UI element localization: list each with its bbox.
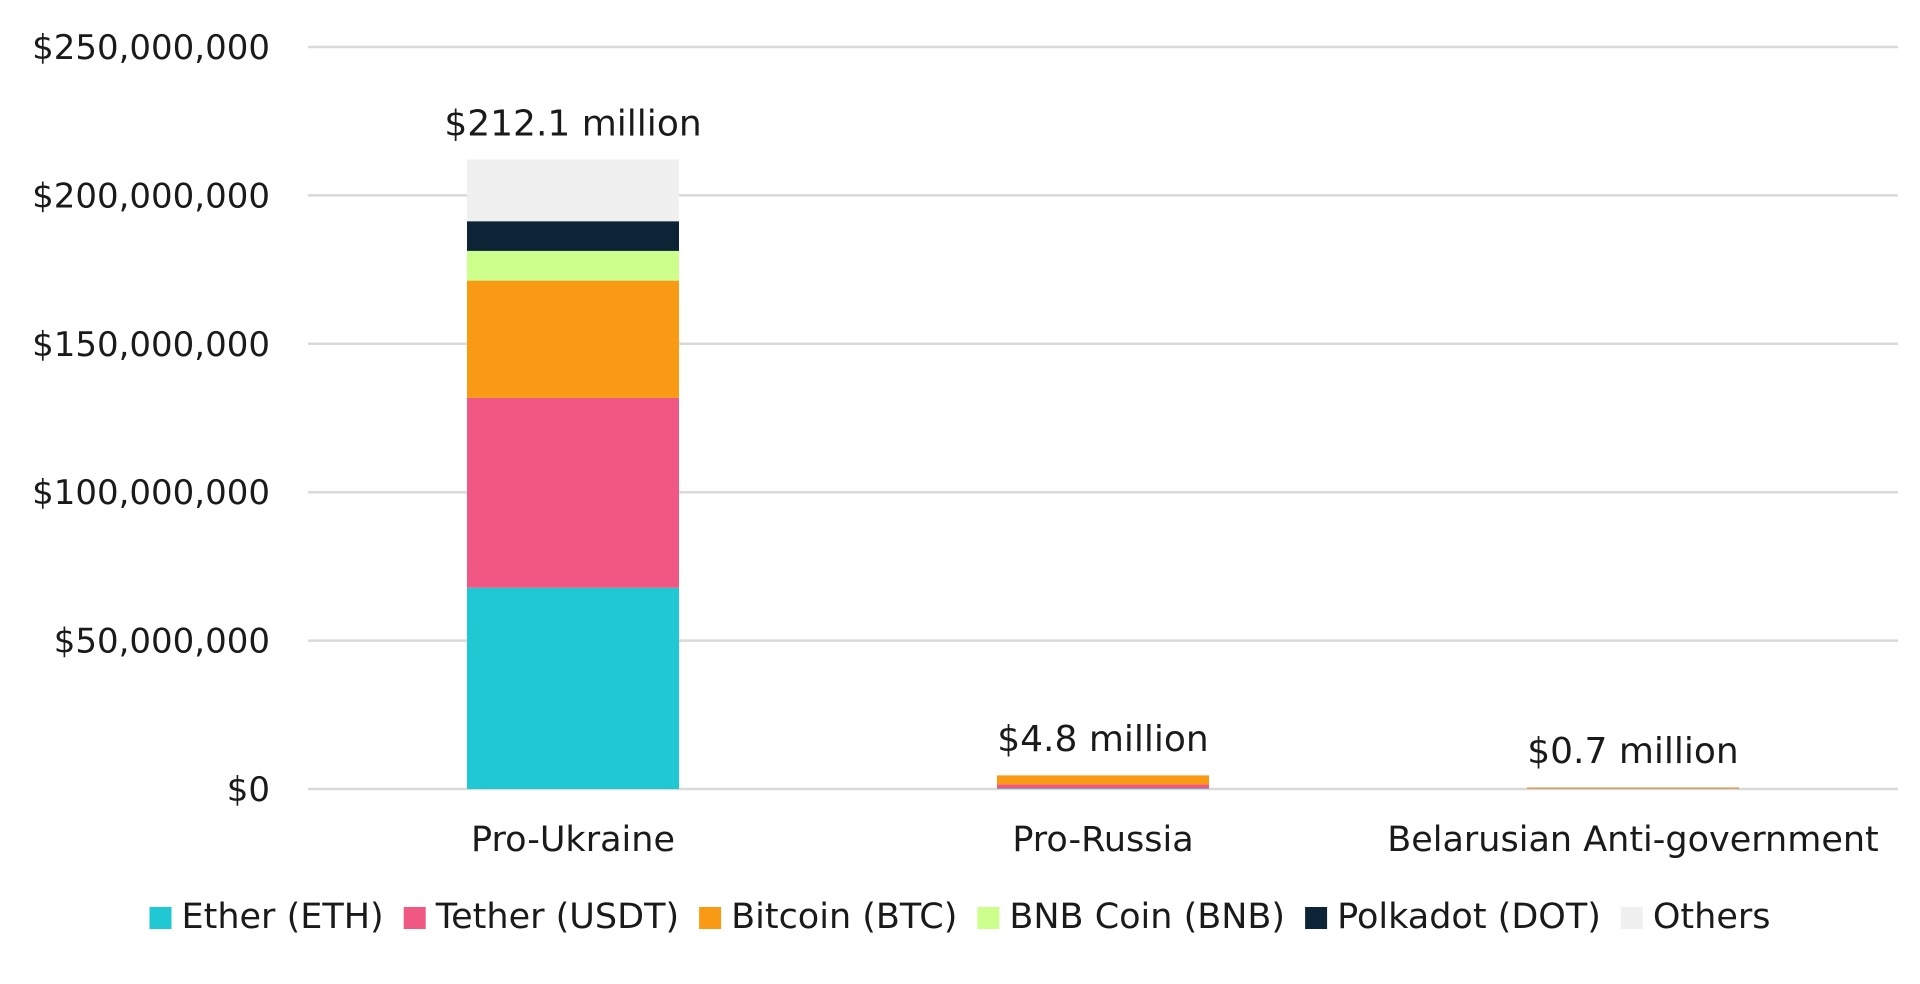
bar-segment-others xyxy=(1527,787,1739,788)
bar-total-label: $212.1 million xyxy=(444,103,701,144)
bar-segment-bitcoin-btc xyxy=(997,775,1209,784)
y-tick-label: $250,000,000 xyxy=(32,28,270,68)
y-tick-label: $0 xyxy=(227,770,270,810)
legend-item: Polkadot (DOT) xyxy=(1305,897,1601,937)
legend-swatch xyxy=(1621,907,1643,929)
x-tick-label: Pro-Russia xyxy=(1012,820,1193,860)
bar-segment-bitcoin-btc xyxy=(1527,788,1739,789)
bar-total-label: $4.8 million xyxy=(997,719,1209,760)
y-tick-label: $100,000,000 xyxy=(32,473,270,513)
bar-segment-others xyxy=(997,775,1209,776)
bar-segment-others xyxy=(467,159,679,221)
bar-segment-bnb-coin-bnb xyxy=(467,251,679,281)
y-tick-label: $50,000,000 xyxy=(54,622,270,662)
bars xyxy=(467,159,1739,789)
legend-label: Polkadot (DOT) xyxy=(1337,897,1601,937)
y-axis: $0 $50,000,000 $100,000,000 $150,000,000 $20… xyxy=(32,28,270,810)
legend-item: Others xyxy=(1621,897,1771,937)
legend-label: Bitcoin (BTC) xyxy=(731,897,957,937)
legend-swatch xyxy=(977,907,999,929)
bar-segment-bitcoin-btc xyxy=(467,281,679,398)
legend-swatch xyxy=(404,907,426,929)
x-tick-label: Belarusian Anti-government xyxy=(1387,820,1879,860)
bar-segment-polkadot-dot xyxy=(467,221,679,251)
legend-label: Tether (USDT) xyxy=(435,897,679,937)
legend-swatch xyxy=(699,907,721,929)
bar-segment-ether-eth xyxy=(467,588,679,789)
legend-item: Ether (ETH) xyxy=(150,897,384,937)
bar-segment-tether-usdt xyxy=(997,785,1209,789)
bar-total-label: $0.7 million xyxy=(1527,731,1739,772)
legend-item: BNB Coin (BNB) xyxy=(977,897,1285,937)
bar-segment-tether-usdt xyxy=(467,398,679,588)
x-axis: Pro-Ukraine Pro-Russia Belarusian Anti-gov… xyxy=(471,820,1879,860)
legend: Ether (ETH) Tether (USDT) Bitcoin (BTC) BNB… xyxy=(150,897,1771,937)
legend-item: Tether (USDT) xyxy=(404,897,679,937)
legend-label: Others xyxy=(1653,897,1771,937)
y-tick-label: $200,000,000 xyxy=(32,176,270,216)
y-tick-label: $150,000,000 xyxy=(32,325,270,365)
legend-item: Bitcoin (BTC) xyxy=(699,897,957,937)
legend-label: Ether (ETH) xyxy=(182,897,384,937)
legend-swatch xyxy=(150,907,172,929)
x-tick-label: Pro-Ukraine xyxy=(471,820,675,860)
bar-segment-ether-eth xyxy=(997,788,1209,789)
legend-swatch xyxy=(1305,907,1327,929)
legend-label: BNB Coin (BNB) xyxy=(1009,897,1285,937)
